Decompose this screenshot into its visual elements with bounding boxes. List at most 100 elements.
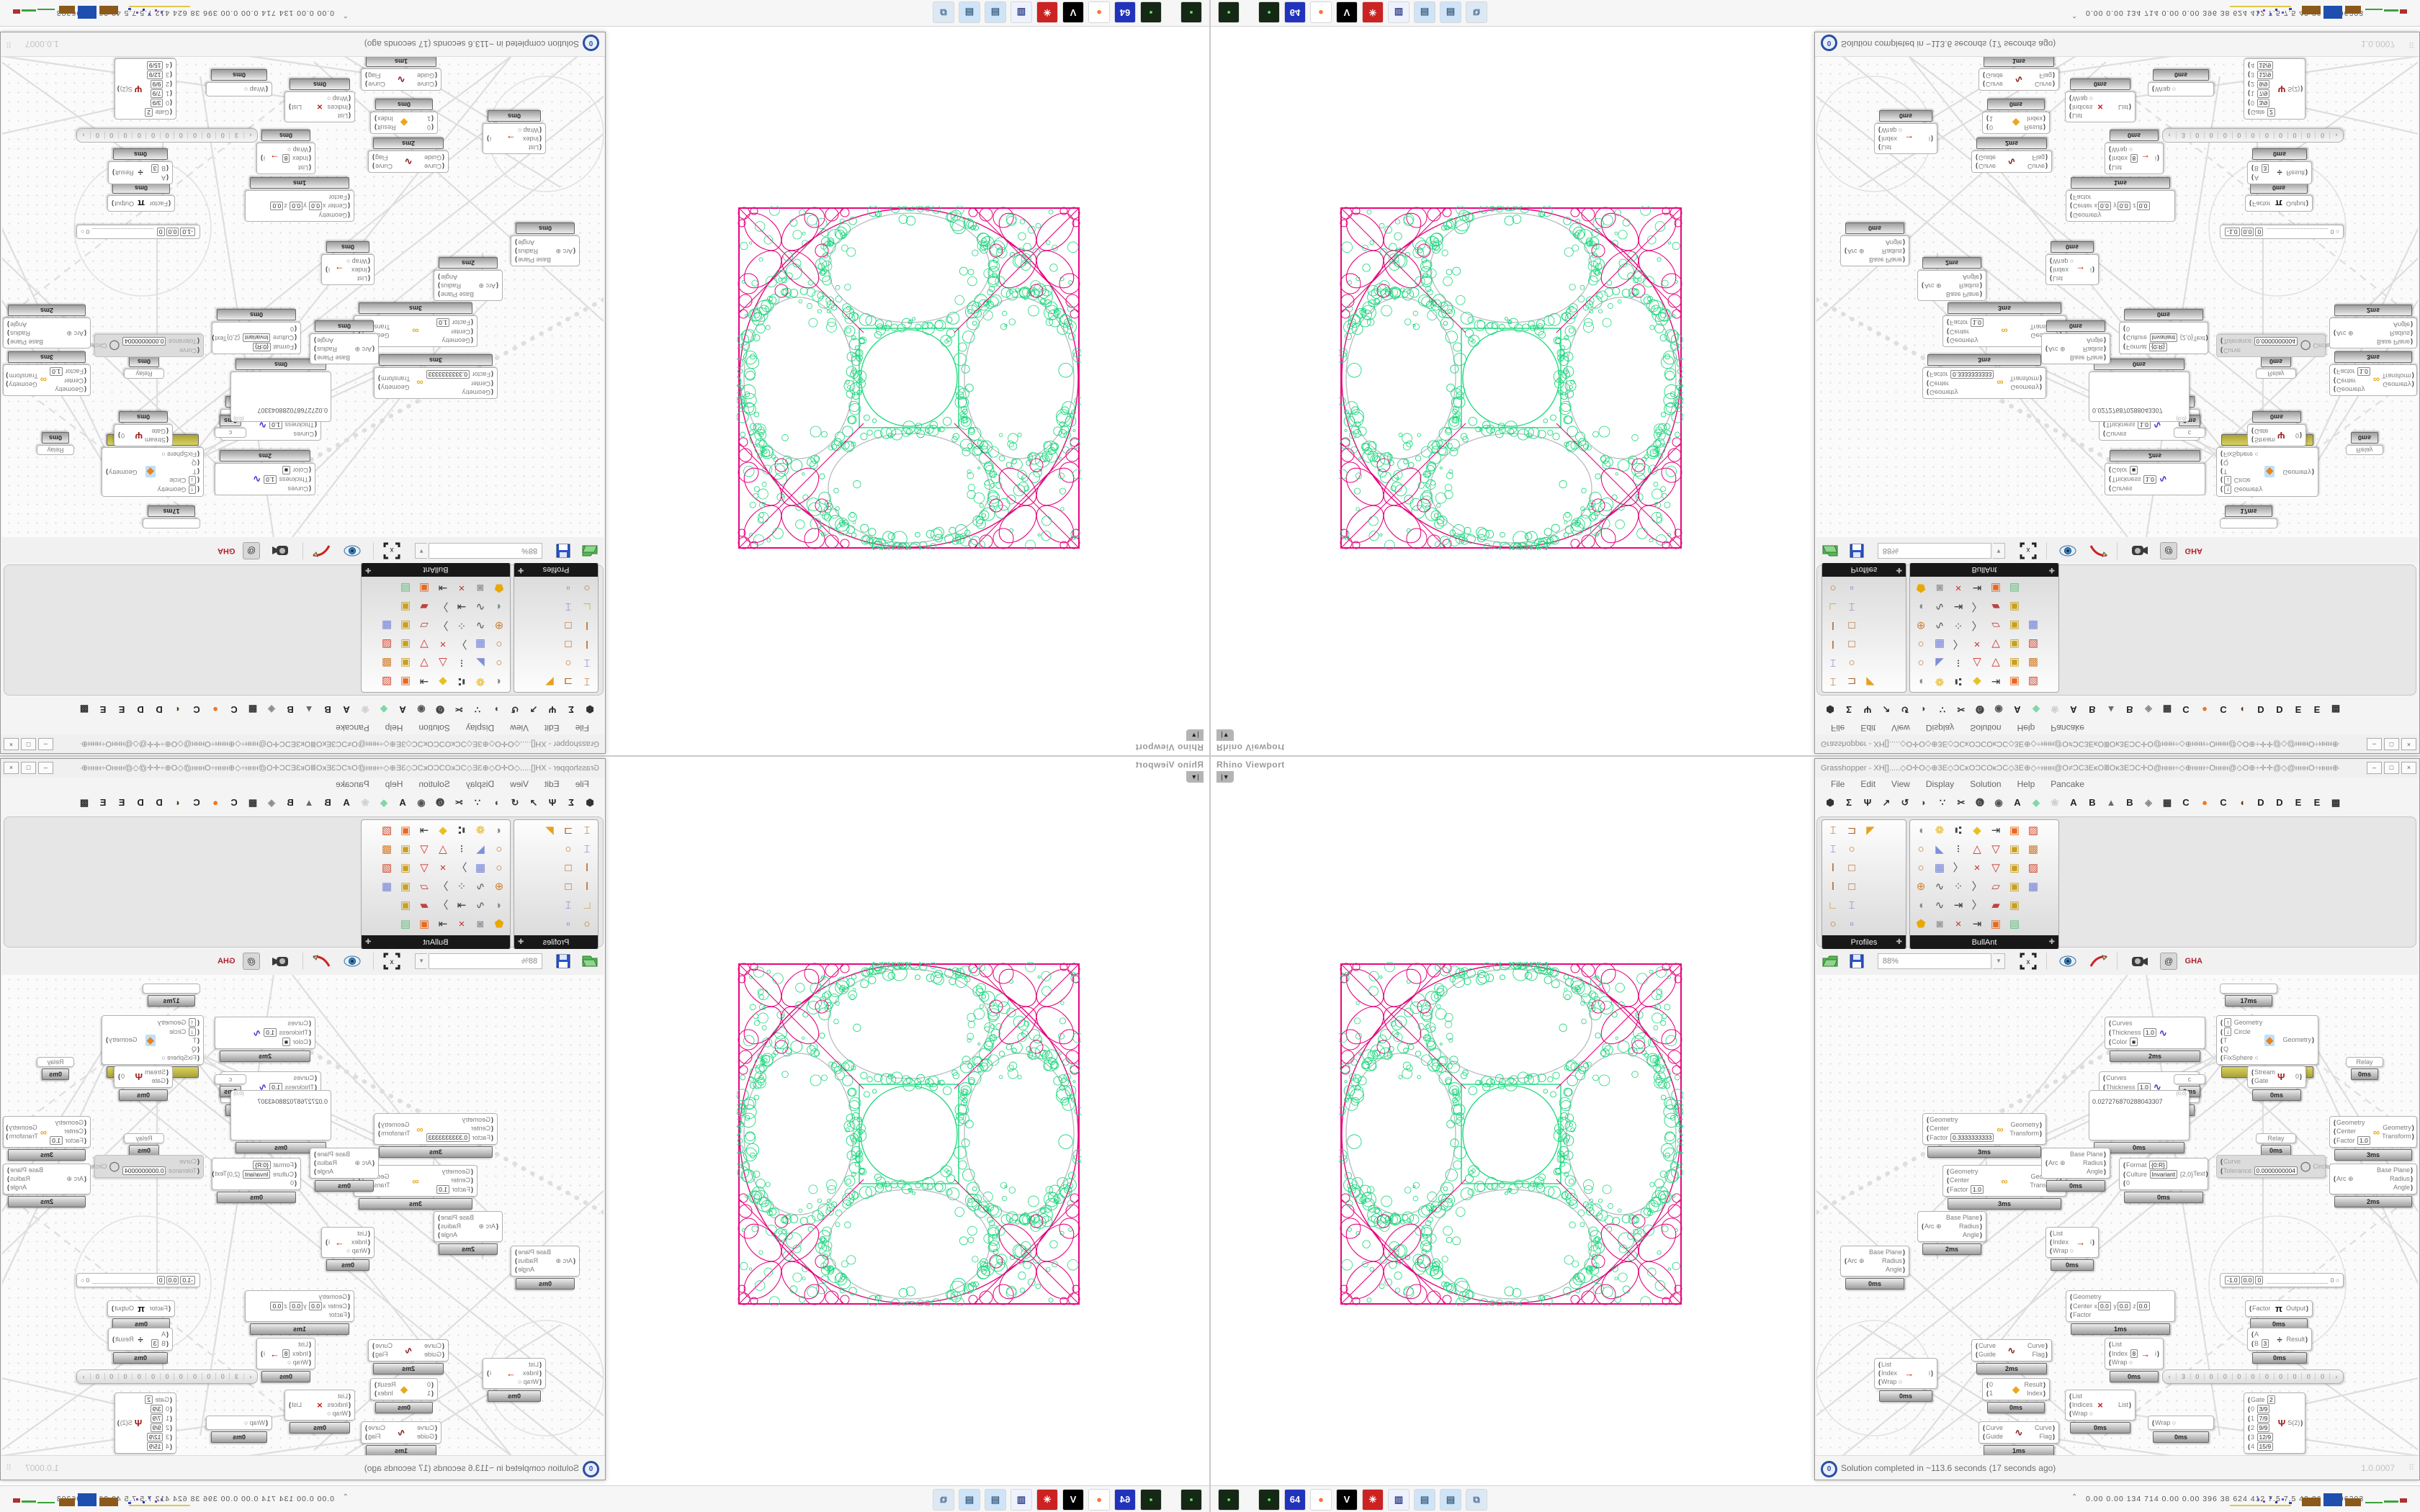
component-icon[interactable]: ◣ (476, 843, 485, 855)
category-tab-11[interactable]: ◆ (2033, 704, 2040, 716)
component-icon[interactable]: ▱ (420, 881, 429, 893)
sketch-pencil-icon[interactable] (2089, 544, 2108, 558)
category-tab-25[interactable]: E (118, 703, 125, 715)
category-tab-25[interactable]: E (118, 797, 125, 809)
component-icon[interactable]: ◖ (496, 600, 503, 613)
component-icon[interactable]: 〉 (1971, 619, 1983, 631)
monitor-collapse-icon[interactable]: ⌃ (2071, 11, 2078, 19)
category-tab-2[interactable]: Ψ (1863, 797, 1872, 809)
component-icon[interactable]: ∿ (475, 619, 485, 631)
component-icon[interactable]: ▣ (418, 918, 430, 930)
menu-item-display[interactable]: Display (465, 779, 495, 789)
component-icon[interactable]: 〉 (456, 638, 467, 650)
component-icon[interactable]: ▱ (1991, 619, 2000, 631)
component-icon[interactable] (540, 859, 559, 878)
component-icon[interactable]: ▽ (420, 638, 429, 650)
component-icon[interactable]: ⁝ (460, 657, 464, 669)
monitor-collapse-icon[interactable]: ⌃ (342, 11, 349, 19)
taskbar-app-icon-2[interactable]: 64 (1114, 1, 1136, 23)
save-file-icon[interactable] (556, 544, 570, 558)
taskbar-app-icon-8[interactable]: ▤ (1440, 1, 1461, 23)
zoom-dropdown-icon[interactable]: ▼ (1992, 953, 2005, 969)
component-icon[interactable]: ⇥ (457, 899, 467, 912)
open-file-icon[interactable] (1822, 544, 1838, 558)
component-icon[interactable] (377, 597, 396, 616)
gh-node[interactable]: Arc ⊕Base PlaneRadiusAngle0ms (2041, 320, 2110, 364)
gh-node[interactable]: GeometryCenterFactor 1.0∞GeometryTransfo… (3, 1116, 91, 1161)
category-tab-23[interactable]: D (156, 797, 163, 809)
component-icon[interactable]: ▣ (1990, 918, 2002, 930)
category-tab-21[interactable]: C (2220, 797, 2227, 809)
gh-node[interactable]: 17ms (2220, 505, 2277, 528)
category-tab-7[interactable]: ✂ (454, 704, 463, 716)
component-icon[interactable]: □ (1848, 638, 1855, 650)
gh-node[interactable]: Format {0:R}Culture Invariant {2,0}0Text… (2119, 1158, 2208, 1203)
component-icon[interactable]: ◖ (1917, 675, 1924, 688)
zoom-extents-icon[interactable]: x (2020, 953, 2037, 970)
taskbar-app-icon-3[interactable]: ● (1088, 1, 1110, 23)
category-tab-1[interactable]: Σ (1846, 797, 1852, 809)
gh-node[interactable]: Arc ⊕Base PlaneRadiusAngle2ms (2329, 1164, 2417, 1207)
gh-node[interactable]: Gate 20 3/91 7/92 9/93 12/94 15/9ΨS(2)0m… (2244, 1392, 2305, 1456)
component-icon[interactable]: Ⅰ (585, 638, 589, 650)
taskbar-app-icon-2[interactable]: 64 (1114, 1489, 1136, 1511)
gh-node[interactable]: 17ms (143, 984, 200, 1007)
component-icon[interactable]: ⌶ (1829, 824, 1837, 837)
gh-node[interactable]: ListIndexWrap ○→i0ms (2045, 1227, 2099, 1271)
taskbar-app-icon-9[interactable]: ⧉ (1466, 1489, 1487, 1511)
component-icon[interactable]: ◙ (477, 918, 484, 930)
category-tab-8[interactable]: ➏ (1976, 796, 1984, 808)
menu-item-file[interactable]: File (1831, 723, 1845, 733)
component-icon[interactable]: ▣ (400, 619, 411, 631)
gh-node[interactable]: Arc ⊕Base PlaneRadiusAngle0ms (1840, 222, 1909, 266)
gh-node[interactable]: Relay 0ms (2346, 432, 2383, 455)
component-icon[interactable] (1861, 915, 1880, 934)
camera-icon[interactable] (272, 544, 290, 558)
category-tab-7[interactable]: ✂ (1957, 704, 1966, 716)
component-icon[interactable]: ○ (1848, 843, 1855, 855)
number-slider[interactable]: -1.0 0.0 0 0 ○ (76, 1273, 200, 1287)
taskbar-app-icon-4[interactable]: V (1062, 1489, 1084, 1511)
gh-node[interactable]: StreamGateΨ00ms (114, 411, 173, 446)
component-icon[interactable]: ⊐ (563, 824, 573, 837)
gh-node[interactable]: Arc ⊕Base PlaneRadiusAngle0ms (310, 320, 379, 364)
component-icon[interactable]: ▫ (566, 918, 570, 930)
component-icon[interactable]: ▣ (400, 600, 411, 613)
component-icon[interactable]: ◙ (477, 582, 484, 594)
component-icon[interactable]: ▣ (418, 582, 430, 594)
component-icon[interactable]: ⁝ (1956, 657, 1960, 669)
gh-node[interactable]: FactorπOutput0ms (2245, 182, 2313, 212)
taskbar-app-icon-6[interactable]: ▥ (1010, 1, 1032, 23)
gh-node[interactable]: ListIndex 8Wrap ○→i0ms (2105, 1338, 2164, 1382)
category-tab-0[interactable]: ⬢ (1826, 704, 1834, 716)
category-tab-6[interactable]: ∵ (474, 704, 481, 716)
at-button[interactable]: @ (242, 953, 260, 970)
save-file-icon[interactable] (1850, 544, 1864, 558)
gh-node[interactable]: Arc ⊕Base PlaneRadiusAngle2ms (3, 1164, 91, 1207)
component-icon[interactable]: ▤ (2009, 582, 2020, 594)
taskbar-app-icon-0[interactable]: ▪ (1180, 1, 1202, 23)
category-tab-10[interactable]: A (399, 797, 406, 809)
gh-node[interactable]: CurveGuide∿CurveFlag2ms (1971, 1339, 2052, 1374)
gha-logo[interactable]: GHA (218, 546, 236, 555)
category-tab-13[interactable]: A (343, 703, 350, 715)
gh-node[interactable]: {0;0} 0.027276870288043307 0ms (2089, 359, 2190, 422)
category-tab-24[interactable]: D (137, 703, 144, 715)
category-tab-23[interactable]: D (156, 703, 163, 715)
component-icon[interactable]: ⊕ (494, 881, 504, 893)
component-icon[interactable]: ◙ (1936, 582, 1943, 594)
component-icon[interactable]: ▣ (2009, 638, 2020, 650)
category-tab-17[interactable]: ◈ (2145, 704, 2152, 716)
category-tab-0[interactable]: ⬢ (586, 704, 594, 716)
component-icon[interactable]: ▤ (400, 582, 411, 594)
minimize-button[interactable]: – (38, 762, 53, 774)
component-icon[interactable]: Ⅰ (585, 862, 589, 874)
category-tab-11[interactable]: ◆ (2033, 796, 2040, 808)
number-slider[interactable]: -1.0 0.0 0 0 ○ (76, 225, 200, 239)
gh-node[interactable]: AB 3÷Result0ms (2247, 148, 2312, 184)
category-tab-0[interactable]: ⬢ (1826, 796, 1834, 808)
component-icon[interactable]: ⌶ (1829, 843, 1837, 855)
component-icon[interactable] (377, 915, 396, 934)
gh-node[interactable]: Gate 20 3/91 7/92 9/93 12/94 15/9ΨS(2)0m… (115, 56, 176, 120)
category-tab-15[interactable]: ▲ (304, 703, 314, 715)
